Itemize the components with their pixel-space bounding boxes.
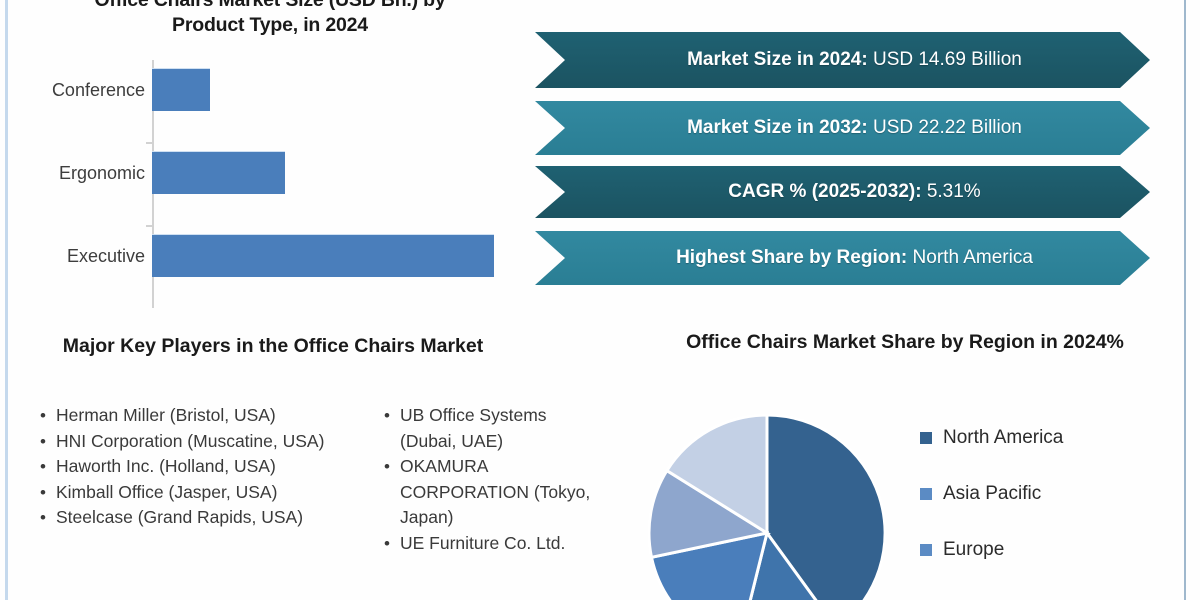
axis-tick (146, 225, 152, 227)
banner-value: 5.31% (921, 181, 981, 202)
frame-border-left (5, 0, 8, 600)
pie-slice-south-america (748, 529, 818, 600)
pie-chart-section: Office Chairs Market Share by Region in … (620, 325, 1190, 600)
bar-value (152, 152, 285, 194)
legend-item-europe: Europe (920, 522, 1063, 578)
key-players-title: Major Key Players in the Office Chairs M… (62, 335, 484, 357)
bar-chart-title: Office Chairs Market Size (USD Bn.) by P… (94, 0, 446, 36)
legend-item-asia-pacific: Asia Pacific (920, 466, 1063, 522)
banner-label: Highest Share by Region: (676, 247, 908, 268)
banner-market-size-2024: Market Size in 2024: USD 14.69 Billion (535, 32, 1150, 88)
legend-item-north-america: North America (920, 410, 1063, 466)
legend-label: Asia Pacific (943, 483, 1042, 504)
pie-slice-middle-east-africa (649, 531, 770, 600)
pie-chart-graphic (647, 413, 887, 600)
list-item: OKAMURA CORPORATION (Tokyo, Japan) (382, 454, 607, 531)
bar-category-label: Executive (66, 246, 145, 266)
pie-chart-legend: North America Asia Pacific Europe (920, 410, 1063, 578)
list-item: Steelcase (Grand Rapids, USA) (38, 505, 368, 531)
banner-cagr: CAGR % (2025-2032): 5.31% (535, 166, 1150, 218)
banner-market-size-2032: Market Size in 2032: USD 22.22 Billion (535, 101, 1150, 155)
list-item: Haworth Inc. (Holland, USA) (38, 454, 368, 480)
bar-category-label: Ergonomic (58, 163, 145, 183)
highlight-banner-group: Market Size in 2024: USD 14.69 Billion M… (535, 0, 1185, 300)
banner-label: Market Size in 2024: (687, 49, 868, 70)
legend-label: North America (943, 427, 1064, 448)
legend-label: Europe (943, 539, 1005, 560)
banner-label: Market Size in 2032: (687, 117, 868, 138)
banner-highest-share-region: Highest Share by Region: North America (535, 231, 1150, 285)
legend-swatch-icon (920, 544, 932, 556)
banner-label: CAGR % (2025-2032): (728, 181, 922, 202)
list-item: UE Furniture Co. Ltd. (382, 531, 607, 557)
legend-swatch-icon (920, 488, 932, 500)
pie-chart-title: Office Chairs Market Share by Region in … (686, 331, 1124, 353)
frame-border-right (1184, 0, 1186, 600)
bar-value (152, 235, 494, 277)
banner-value: USD 14.69 Billion (867, 49, 1022, 70)
bar-value (152, 69, 210, 111)
list-item: Herman Miller (Bristol, USA) (38, 403, 368, 429)
list-item: UB Office Systems (Dubai, UAE) (382, 403, 607, 454)
axis-tick (146, 142, 152, 144)
pie-slice-europe (647, 468, 771, 560)
legend-swatch-icon (920, 432, 932, 444)
list-item: HNI Corporation (Muscatine, USA) (38, 429, 368, 455)
key-players-column-2: UB Office Systems (Dubai, UAE) OKAMURA C… (382, 403, 607, 556)
banner-value: North America (907, 247, 1033, 268)
bar-chart-section: Office Chairs Market Size (USD Bn.) by P… (0, 0, 530, 320)
bar-chart-plot: Conference Ergonomic Executive (0, 60, 530, 310)
key-players-columns: Herman Miller (Bristol, USA) HNI Corpora… (38, 403, 608, 556)
bar-category-label: Conference (51, 80, 145, 100)
pie-slice-north-america (765, 413, 887, 600)
banner-value: USD 22.22 Billion (867, 117, 1022, 138)
key-players-column-1: Herman Miller (Bristol, USA) HNI Corpora… (38, 403, 368, 556)
key-players-section: Major Key Players in the Office Chairs M… (8, 325, 608, 600)
list-item: Kimball Office (Jasper, USA) (38, 480, 368, 506)
pie-slice-asia-pacific (664, 413, 769, 536)
